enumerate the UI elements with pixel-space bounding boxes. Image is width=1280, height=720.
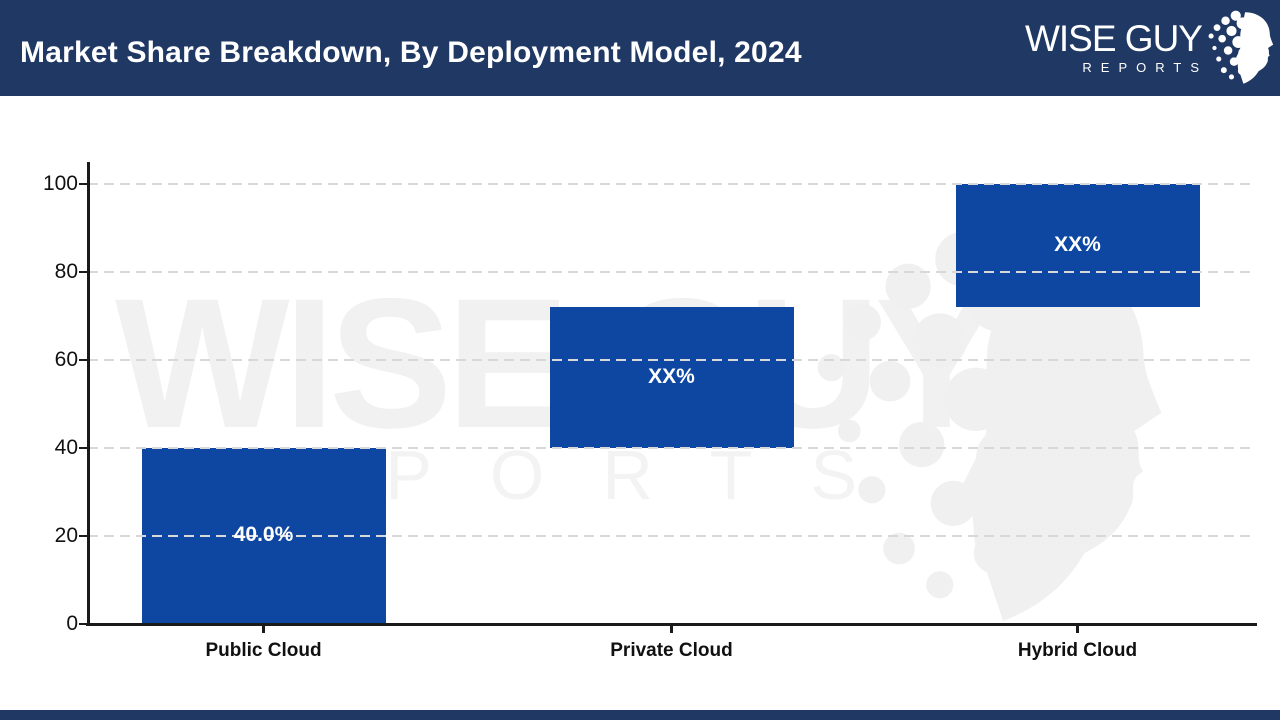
- x-category-label: Public Cloud: [205, 640, 322, 661]
- bar-private-cloud[interactable]: [549, 307, 794, 448]
- y-tick-label: 80: [54, 260, 78, 283]
- bar-value-label: XX%: [1054, 232, 1101, 256]
- gridline: [88, 447, 1256, 449]
- logo-face-icon: [1208, 10, 1274, 84]
- logo-reports-label: REPORTS: [1082, 60, 1208, 75]
- x-category-label: Private Cloud: [610, 640, 733, 661]
- y-tick-label: 100: [42, 172, 78, 195]
- x-tick-mark: [1076, 626, 1079, 633]
- y-tick-mark: [79, 359, 87, 361]
- y-tick-label: 20: [54, 524, 78, 547]
- y-tick-label: 40: [54, 436, 78, 459]
- x-tick-mark: [670, 626, 673, 633]
- chart-title: Market Share Breakdown, By Deployment Mo…: [20, 36, 802, 69]
- y-tick-mark: [79, 623, 87, 625]
- y-tick-mark: [79, 535, 87, 537]
- bar-value-label: 40.0%: [233, 523, 294, 546]
- y-tick-mark: [79, 271, 87, 273]
- y-tick-label: 60: [54, 348, 78, 371]
- gridline: [88, 359, 1256, 361]
- logo-wiseguy-label: WISE GUY: [1024, 18, 1203, 59]
- wiseguy-reports-logo: WISE GUY REPORTS: [1025, 6, 1274, 90]
- y-tick-mark: [79, 447, 87, 449]
- logo-text: WISE GUY REPORTS: [1024, 18, 1203, 76]
- gridline: [88, 271, 1256, 273]
- footer-bar: [0, 710, 1280, 720]
- bar-value-label: XX%: [648, 364, 695, 388]
- gridline: [88, 535, 1256, 537]
- bar-hybrid-cloud[interactable]: [955, 184, 1200, 308]
- header-bar: Market Share Breakdown, By Deployment Mo…: [0, 0, 1280, 96]
- x-tick-mark: [262, 626, 265, 633]
- x-axis-line: [86, 623, 1257, 626]
- y-tick-label: 0: [66, 612, 78, 635]
- gridline: [88, 183, 1256, 185]
- x-category-label: Hybrid Cloud: [1017, 640, 1138, 661]
- y-tick-mark: [79, 183, 87, 185]
- y-axis-line: [87, 162, 90, 626]
